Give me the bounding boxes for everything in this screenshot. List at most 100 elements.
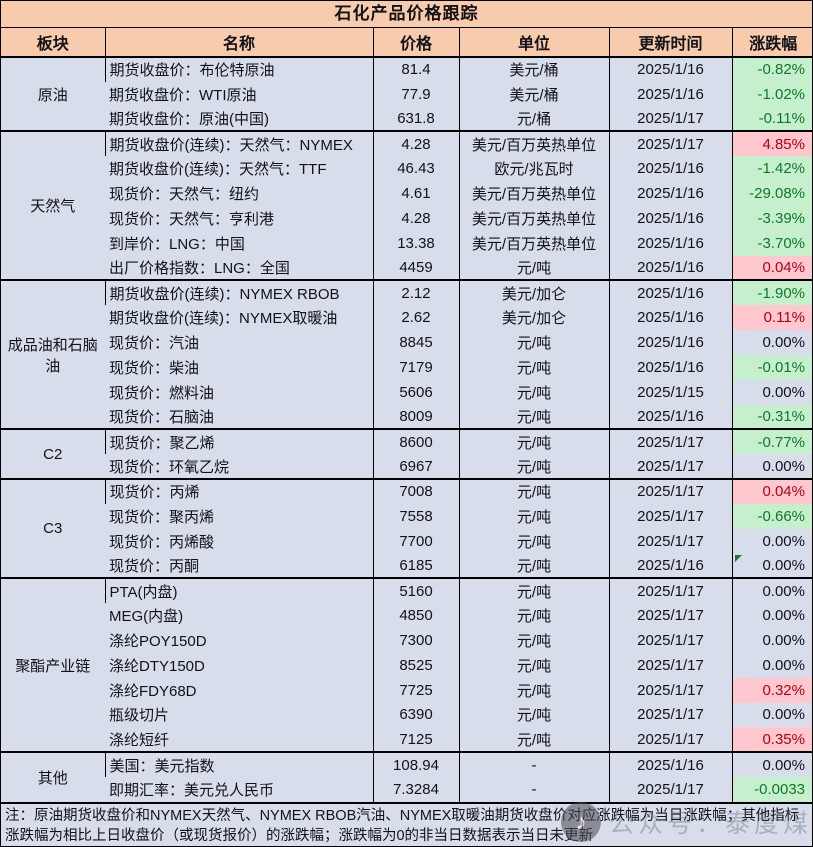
cell-price[interactable]: 81.4	[372, 56, 459, 82]
cell-unit[interactable]: 美元/百万英热单位	[458, 230, 609, 256]
cell-unit[interactable]: 元/吨	[458, 428, 609, 455]
cell-date[interactable]: 2025/1/16	[608, 330, 732, 355]
cell-unit[interactable]: 元/吨	[458, 379, 609, 405]
cell-unit[interactable]: 美元/百万英热单位	[458, 130, 609, 157]
cell-sector[interactable]: 其他	[1, 751, 105, 802]
cell-date[interactable]: 2025/1/16	[608, 751, 732, 778]
cell-price[interactable]: 7008	[372, 478, 459, 504]
cell-unit[interactable]: -	[458, 777, 609, 802]
cell-date[interactable]: 2025/1/16	[608, 279, 732, 306]
cell-unit[interactable]: 美元/加仑	[458, 305, 609, 331]
cell-name[interactable]: 现货价：环氧乙烷	[109, 458, 230, 476]
cell-change[interactable]: 4.85%	[731, 130, 812, 157]
cell-change[interactable]: -1.02%	[731, 81, 812, 107]
cell-name[interactable]: 涤纶DTY150D	[109, 657, 205, 675]
cell-price[interactable]: 13.38	[372, 230, 459, 256]
cell-name[interactable]: 期货收盘价(连续)：天然气：TTF	[109, 161, 327, 179]
cell-name[interactable]: 现货价：天然气：纽约	[109, 186, 260, 204]
cell-change[interactable]: -29.08%	[731, 181, 812, 206]
cell-name[interactable]: 期货收盘价(连续)：NYMEX RBOB	[104, 279, 373, 306]
cell-change[interactable]: 0.35%	[731, 727, 812, 753]
cell-price[interactable]: 8525	[372, 652, 459, 678]
cell-price[interactable]: 7.3284	[372, 777, 459, 802]
cell-name[interactable]: 现货价：丙烯酸	[109, 533, 215, 551]
cell-unit[interactable]: 元/桶	[458, 106, 609, 132]
cell-change[interactable]: 0.00%	[731, 454, 812, 480]
cell-sector[interactable]: C2	[1, 428, 105, 480]
cell-price[interactable]: 2.12	[372, 279, 459, 306]
cell-unit[interactable]: 元/吨	[458, 478, 609, 504]
cell-date[interactable]: 2025/1/15	[608, 379, 732, 405]
page-title[interactable]: 石化产品价格跟踪	[1, 1, 812, 28]
cell-unit[interactable]: 元/吨	[458, 628, 609, 653]
cell-date[interactable]: 2025/1/17	[608, 428, 732, 455]
cell-price[interactable]: 8845	[372, 330, 459, 355]
cell-name[interactable]: 期货收盘价：原油(中国)	[109, 111, 269, 129]
cell-change[interactable]: -0.77%	[731, 428, 812, 455]
cell-change[interactable]: -3.70%	[731, 230, 812, 256]
cell-date[interactable]: 2025/1/17	[608, 777, 732, 802]
cell-unit[interactable]: 元/吨	[458, 354, 609, 380]
cell-name[interactable]: 现货价：天然气：亨利港	[109, 210, 275, 228]
cell-date[interactable]: 2025/1/17	[608, 106, 732, 132]
cell-price[interactable]: 77.9	[372, 81, 459, 107]
cell-name[interactable]: 现货价：汽油	[109, 335, 200, 353]
cell-name[interactable]: 到岸价：LNG：中国	[109, 235, 245, 253]
cell-date[interactable]: 2025/1/16	[608, 255, 732, 281]
cell-change[interactable]: 0.00%	[731, 379, 812, 405]
cell-unit[interactable]: 美元/百万英热单位	[458, 181, 609, 206]
cell-price[interactable]: 4.61	[372, 181, 459, 206]
cell-date[interactable]: 2025/1/16	[608, 81, 732, 107]
cell-price[interactable]: 7558	[372, 503, 459, 529]
cell-date[interactable]: 2025/1/16	[608, 404, 732, 430]
cell-name[interactable]: 涤纶POY150D	[109, 632, 207, 650]
cell-change[interactable]: -1.90%	[731, 279, 812, 306]
cell-date[interactable]: 2025/1/17	[608, 577, 732, 604]
col-header-unit[interactable]: 单位	[458, 28, 609, 58]
cell-name[interactable]: 出厂价格指数：LNG：全国	[109, 260, 290, 278]
col-header-change[interactable]: 涨跌幅	[731, 28, 812, 58]
cell-date[interactable]: 2025/1/17	[608, 727, 732, 753]
cell-unit[interactable]: 元/吨	[458, 677, 609, 703]
col-header-date[interactable]: 更新时间	[608, 28, 732, 58]
cell-change[interactable]: 0.00%	[731, 603, 812, 629]
cell-change[interactable]: 0.00%	[731, 528, 812, 554]
cell-name[interactable]: 即期汇率：美元兑人民币	[109, 781, 275, 799]
cell-name[interactable]: 现货价：丙酮	[109, 557, 200, 575]
col-header-sector[interactable]: 板块	[1, 28, 105, 58]
cell-change[interactable]: 0.00%	[731, 553, 812, 579]
cell-name[interactable]: MEG(内盘)	[109, 608, 184, 626]
cell-change[interactable]: 0.04%	[731, 478, 812, 504]
cell-date[interactable]: 2025/1/17	[608, 603, 732, 629]
cell-change[interactable]: 0.00%	[731, 628, 812, 653]
cell-change[interactable]: -0.0033	[731, 777, 812, 802]
cell-price[interactable]: 2.62	[372, 305, 459, 331]
cell-name[interactable]: 期货收盘价：布伦特原油	[104, 56, 373, 82]
cell-price[interactable]: 4.28	[372, 205, 459, 231]
cell-name[interactable]: 瓶级切片	[109, 707, 170, 725]
cell-price[interactable]: 4459	[372, 255, 459, 281]
cell-price[interactable]: 46.43	[372, 156, 459, 182]
cell-unit[interactable]: 元/吨	[458, 330, 609, 355]
cell-unit[interactable]: 元/吨	[458, 577, 609, 604]
cell-unit[interactable]: 美元/百万英热单位	[458, 205, 609, 231]
cell-unit[interactable]: 美元/桶	[458, 56, 609, 82]
col-header-price[interactable]: 价格	[372, 28, 459, 58]
col-header-name[interactable]: 名称	[104, 28, 373, 58]
cell-price[interactable]: 4.28	[372, 130, 459, 157]
cell-change[interactable]: -0.66%	[731, 503, 812, 529]
cell-date[interactable]: 2025/1/16	[608, 553, 732, 579]
cell-name[interactable]: 现货价：丙烯	[104, 478, 373, 504]
cell-price[interactable]: 7725	[372, 677, 459, 703]
cell-name[interactable]: PTA(内盘)	[104, 577, 373, 604]
cell-unit[interactable]: -	[458, 751, 609, 778]
cell-unit[interactable]: 元/吨	[458, 702, 609, 728]
cell-change[interactable]: -0.82%	[731, 56, 812, 82]
cell-date[interactable]: 2025/1/17	[608, 454, 732, 480]
cell-price[interactable]: 7179	[372, 354, 459, 380]
cell-date[interactable]: 2025/1/16	[608, 305, 732, 331]
cell-change[interactable]: -0.31%	[731, 404, 812, 430]
cell-date[interactable]: 2025/1/17	[608, 628, 732, 653]
cell-name[interactable]: 涤纶FDY68D	[109, 682, 197, 700]
cell-date[interactable]: 2025/1/17	[608, 503, 732, 529]
